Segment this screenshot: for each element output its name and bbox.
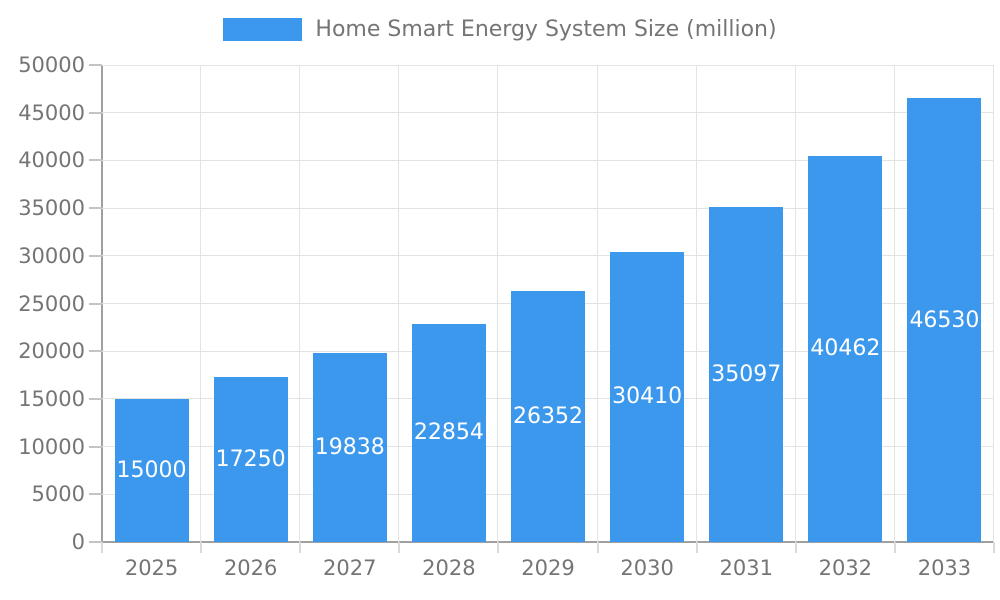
x-axis-line <box>100 541 994 543</box>
y-axis-tick <box>89 254 102 257</box>
x-axis-tick <box>993 542 995 553</box>
y-axis-tick-label: 0 <box>71 530 85 554</box>
h-gridline <box>102 207 994 209</box>
h-gridline <box>102 255 994 257</box>
x-axis-tick-label: 2028 <box>422 556 476 580</box>
y-axis-tick <box>89 541 102 543</box>
h-gridline <box>102 112 994 114</box>
bar-value-label: 35097 <box>711 362 782 388</box>
bar-value-label: 15000 <box>116 457 187 483</box>
y-axis-tick <box>89 207 102 210</box>
v-gridline <box>497 65 499 542</box>
y-axis-tick <box>89 302 102 305</box>
x-axis-tick <box>398 542 401 553</box>
bar-2030[interactable]: 30410 <box>610 251 685 542</box>
bar-value-label: 26352 <box>513 403 583 429</box>
x-axis-tick-label: 2031 <box>719 556 773 580</box>
x-axis-tick <box>101 542 103 553</box>
bar-2032[interactable]: 40462 <box>808 155 883 542</box>
y-axis-tick <box>89 159 102 162</box>
x-axis-tick <box>200 542 203 553</box>
v-gridline <box>398 65 400 542</box>
y-axis-tick <box>89 350 102 353</box>
bar-value-label: 22854 <box>413 420 484 446</box>
y-axis-tick <box>89 397 102 400</box>
v-gridline <box>993 65 994 542</box>
legend-swatch <box>223 18 303 41</box>
y-axis-tick-label: 10000 <box>18 434 85 459</box>
v-gridline <box>893 65 895 542</box>
x-axis-tick-label: 2025 <box>124 556 179 580</box>
x-axis-tick-label: 2032 <box>818 556 873 580</box>
v-gridline <box>200 65 202 542</box>
y-axis-tick-label: 35000 <box>18 196 85 221</box>
y-axis-tick-label: 5000 <box>31 482 85 507</box>
legend-label: Home Smart Energy System Size (million) <box>315 17 777 42</box>
x-axis-tick <box>893 542 896 553</box>
bar-value-label: 17250 <box>215 447 286 473</box>
y-axis-tick-label: 40000 <box>18 148 85 173</box>
h-gridline <box>102 64 994 66</box>
x-axis-tick-label: 2026 <box>223 556 278 580</box>
bar-value-label: 30410 <box>612 384 683 410</box>
bar-2025[interactable]: 15000 <box>114 398 189 542</box>
y-axis-tick-label: 20000 <box>18 339 85 364</box>
v-gridline <box>695 65 697 542</box>
bar-2033[interactable]: 46530 <box>907 98 982 542</box>
bar-2028[interactable]: 22854 <box>411 323 486 542</box>
y-axis-tick <box>89 111 102 114</box>
y-axis-tick-label: 50000 <box>18 53 85 77</box>
v-gridline <box>299 65 301 542</box>
bar-value-label: 40462 <box>810 336 881 362</box>
x-axis-tick <box>497 542 500 553</box>
y-axis-tick <box>89 64 102 66</box>
y-axis-tick <box>89 493 102 496</box>
x-axis-tick-label: 2030 <box>620 556 674 580</box>
v-gridline <box>794 65 796 542</box>
x-axis-tick-label: 2029 <box>521 556 575 580</box>
bar-value-label: 19838 <box>314 434 385 460</box>
x-axis-tick <box>794 542 797 553</box>
x-axis-tick-label: 2027 <box>323 556 377 580</box>
bar-2031[interactable]: 35097 <box>709 207 784 542</box>
h-gridline <box>102 159 994 161</box>
y-axis-tick-label: 30000 <box>18 243 85 268</box>
bar-2029[interactable]: 26352 <box>511 290 585 542</box>
y-axis-tick-label: 45000 <box>18 100 85 125</box>
bar-2027[interactable]: 19838 <box>312 352 387 542</box>
x-axis-tick-label: 2033 <box>917 556 972 580</box>
plot-area: 0 5000 10000 15000 20000 25000 30000 35000 40000… <box>18 53 995 580</box>
y-axis-tick-label: 15000 <box>18 386 85 411</box>
y-axis-tick-label: 25000 <box>18 291 85 316</box>
y-axis-tick <box>89 445 102 448</box>
v-gridline <box>596 65 598 542</box>
x-axis-tick <box>596 542 599 553</box>
x-axis-tick <box>299 542 302 553</box>
x-axis-tick <box>695 542 698 553</box>
legend[interactable]: Home Smart Energy System Size (million) <box>0 17 1000 42</box>
bar-2026[interactable]: 17250 <box>213 377 288 542</box>
bar-value-label: 46530 <box>909 307 980 333</box>
